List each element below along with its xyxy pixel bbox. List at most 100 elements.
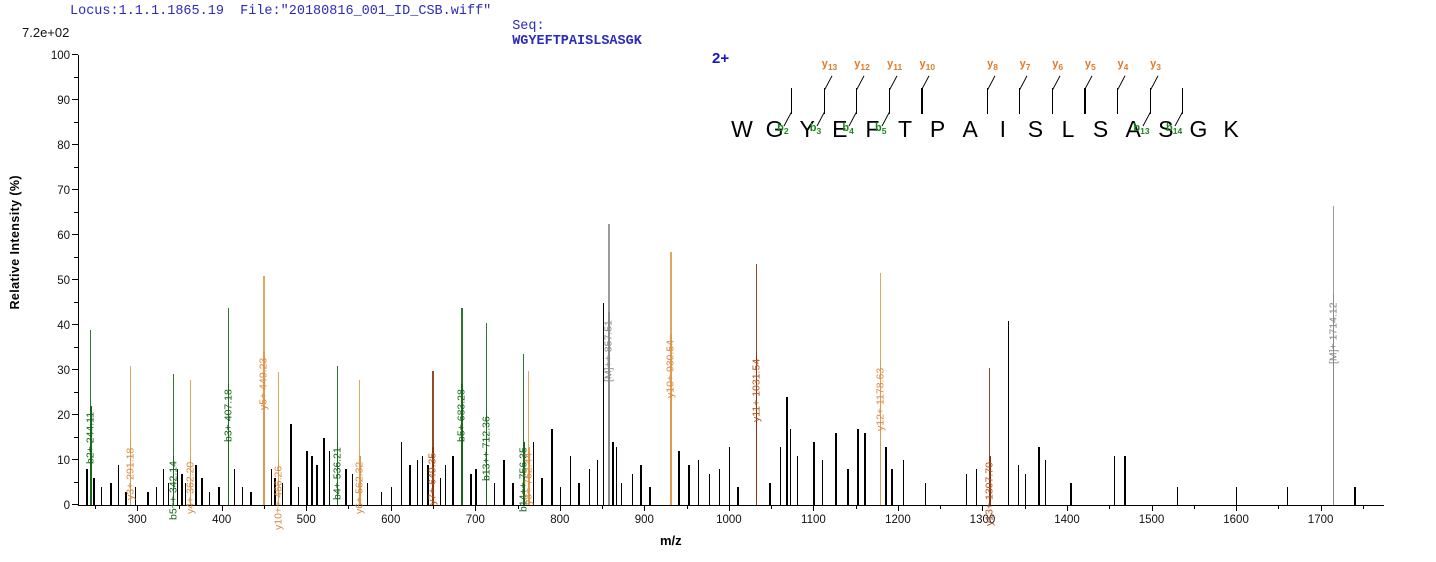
spectrum-peak [1007, 320, 1010, 505]
spectrum-peak [631, 473, 634, 505]
y-axis-tick [72, 369, 78, 370]
y-axis-tick-label: 100 [50, 50, 70, 62]
y-axis-line: 0 10 20 30 40 50 60 70 80 90 100 [51, 50, 79, 512]
peak-label: y4+ 362.20 [184, 461, 197, 514]
y-ion-label: y13 [821, 58, 838, 73]
spectrum-peak [1124, 455, 1126, 505]
spectrum-peak [891, 469, 893, 505]
y-axis-minor-tick [74, 166, 78, 168]
b-ion-label: b4 [842, 122, 854, 137]
fragment-bracket [1051, 88, 1053, 114]
x-axis-tick-label: 300 [127, 514, 147, 526]
spectrum-peak-annotated [358, 455, 361, 505]
x-axis-tick [1067, 505, 1068, 511]
x-axis-minor-tick [1193, 505, 1195, 509]
x-axis-title: m/z [660, 533, 682, 548]
spectrum-peak [184, 482, 186, 505]
y-ion-label: y5 [1084, 58, 1096, 73]
sequence-residue: Y [799, 116, 815, 142]
y-axis-minor-tick [74, 391, 78, 393]
spectrum-peak [290, 424, 292, 505]
x-axis-tick-label: 1600 [1223, 514, 1249, 526]
spectrum-peak [110, 482, 112, 505]
fragment-bracket [1084, 88, 1086, 114]
y-axis-tick-label: 40 [57, 320, 70, 332]
x-axis-minor-tick [1109, 505, 1111, 509]
fragment-bracket [790, 88, 793, 114]
y-ion-label: y3 [1150, 58, 1161, 73]
spectrum-peak [728, 446, 731, 505]
peak-label: b5+ 683.28 [455, 388, 468, 442]
spectrum-peak [409, 464, 411, 505]
peak-leader-line [277, 372, 280, 505]
b-ion-label: b2 [777, 122, 789, 137]
y-axis-tick-label: 80 [57, 140, 70, 152]
sequence-header: Seq: WGYEFTPAISLSASGK [496, 4, 642, 49]
spectrum-peak [796, 455, 798, 505]
spectrum-peak-annotated [485, 410, 488, 505]
y-axis-minor-tick [74, 301, 78, 303]
x-axis-tick [306, 505, 308, 511]
spectrum-peak [439, 478, 442, 505]
spectrum-peak-annotated [608, 311, 611, 505]
fragment-slash [1116, 75, 1126, 91]
spectrum-peak [351, 473, 354, 505]
peak-label: y10++ 466.26 [272, 465, 285, 530]
spectrum-peak [649, 487, 651, 505]
fragment-slash [856, 75, 865, 91]
spectrum-peak [813, 442, 815, 505]
spectrum-peak [541, 478, 543, 505]
spectrum-peak [551, 428, 553, 505]
x-axis-tick-label: 1100 [801, 514, 826, 526]
y-axis-tick [72, 54, 78, 55]
spectrum-peak-annotated [755, 352, 758, 505]
spectrum-peak [470, 473, 472, 505]
spectrum-peak [559, 487, 562, 505]
x-axis-tick [475, 505, 477, 511]
y-ion-label: y7 [1019, 58, 1031, 73]
x-axis-minor-tick [433, 505, 435, 509]
y-axis-tick [72, 459, 78, 460]
spectrum-peak-annotated [522, 442, 525, 505]
y-axis-minor-tick [74, 436, 78, 438]
y-axis-tick-label: 20 [57, 410, 70, 422]
x-axis-minor-tick [686, 505, 688, 509]
x-axis-tick-label: 1000 [716, 514, 742, 526]
x-axis-minor-tick [263, 505, 265, 509]
y-axis-tick [72, 144, 78, 145]
spectrum-peak [233, 469, 235, 505]
spectrum-peak-annotated [432, 446, 435, 505]
spectrum-peak [345, 469, 347, 505]
spectrum-peak [708, 473, 710, 505]
fragment-slash [1019, 75, 1028, 91]
spectrum-peak [612, 442, 614, 505]
y-axis-minor-tick [74, 211, 78, 213]
sequence-residue: W [731, 116, 753, 142]
peak-leader-line [129, 366, 132, 505]
spectrum-peak [975, 469, 978, 505]
peak-leader-line [522, 354, 525, 505]
peak-leader-line [172, 373, 175, 505]
spectrum-peak [274, 478, 276, 505]
x-axis-minor-tick [1024, 505, 1026, 509]
spectrum-peak [167, 482, 169, 505]
spectrum-peak [1176, 487, 1179, 505]
peak-label: y12+ 1178.63 [874, 367, 887, 431]
spectrum-peak-annotated [263, 352, 265, 505]
spectrum-peak-annotated [189, 455, 192, 505]
y-axis-tick-label: 10 [57, 455, 70, 467]
peak-leader-line [189, 379, 192, 505]
peak-label: y3+ 291.18 [124, 447, 137, 500]
spectrum-peak-annotated [89, 406, 92, 505]
spectrum-peak [329, 451, 331, 505]
y-axis-tick [72, 504, 78, 505]
b-ion-label: b14 [1165, 122, 1183, 137]
x-axis-minor-tick [771, 505, 773, 509]
spectrum-peak-annotated [1332, 293, 1335, 505]
spectrum-peak [270, 469, 273, 505]
spectrum-peak [209, 491, 211, 505]
spectrum-peak [93, 478, 95, 505]
spectrum-peak-annotated [528, 446, 530, 505]
spectrum-peak [250, 491, 252, 505]
